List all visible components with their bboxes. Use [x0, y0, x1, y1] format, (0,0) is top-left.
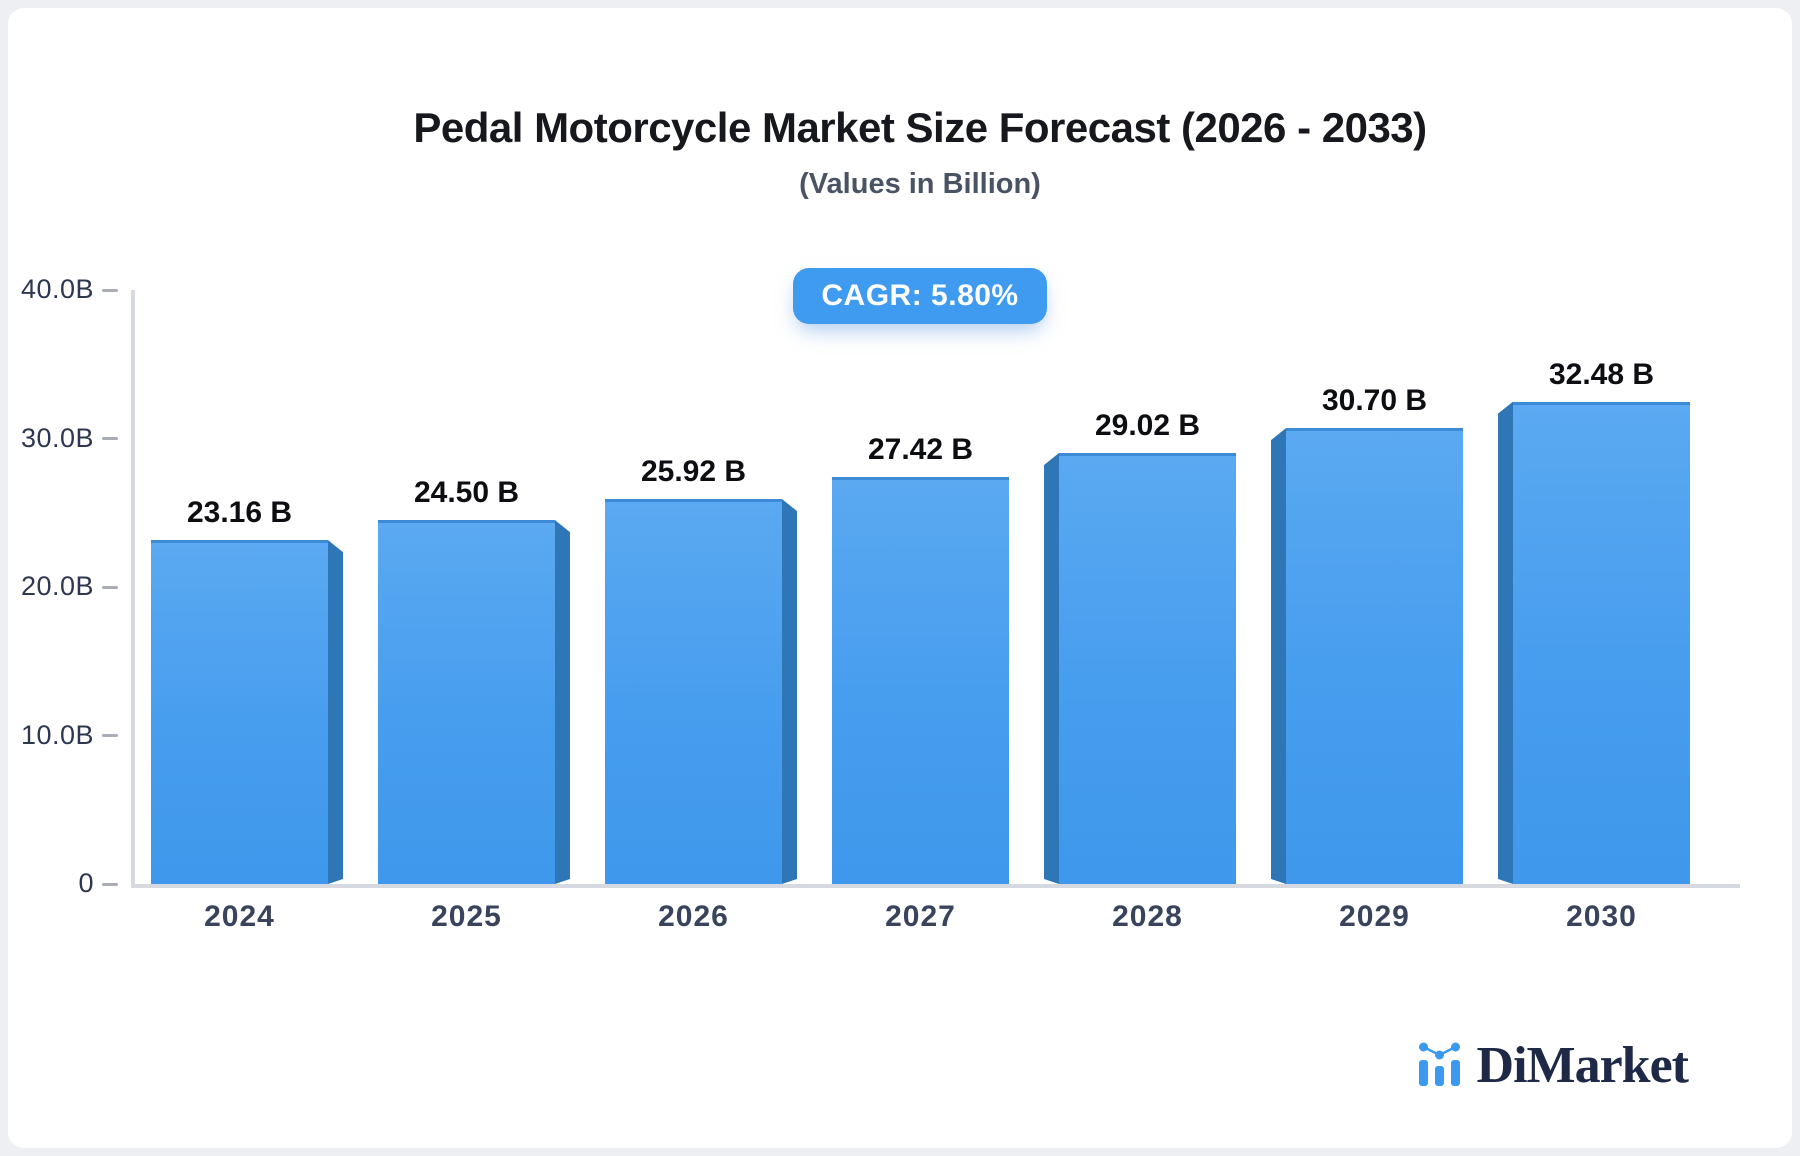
bar-chart-sparkline-icon [1418, 1042, 1460, 1086]
y-axis-tick [102, 882, 118, 886]
y-axis-tick [102, 734, 118, 737]
bar-face [1059, 453, 1236, 884]
y-axis-tick-label: 20.0B [20, 571, 94, 601]
bar-face [1286, 428, 1463, 884]
bar-2030[interactable]: 32.48 B [1513, 358, 1690, 884]
bar-value-label: 30.70 B [1321, 384, 1428, 418]
x-axis-label-2030: 2030 [1566, 900, 1637, 933]
y-axis-tick-label: 30.0B [20, 422, 94, 453]
x-axis-label-2027: 2027 [885, 900, 956, 933]
bar-value-label: 32.48 B [1548, 357, 1655, 391]
bar-side-3d [555, 520, 570, 884]
y-axis-line [131, 290, 135, 888]
x-axis-label-2024: 2024 [204, 900, 275, 933]
bar-2024[interactable]: 23.16 B [151, 496, 328, 884]
x-axis-label-2026: 2026 [658, 900, 729, 933]
y-axis-tick [102, 437, 118, 440]
x-axis-line [131, 884, 1740, 888]
bar-value-label: 24.50 B [413, 476, 520, 510]
bar-value-label: 29.02 B [1094, 409, 1201, 443]
bar-value-label: 25.92 B [640, 455, 747, 489]
bar-side-3d [782, 499, 797, 884]
bar-2025[interactable]: 24.50 B [378, 476, 555, 884]
x-axis-label-2025: 2025 [431, 900, 502, 933]
bar-side-3d [1271, 428, 1286, 884]
y-axis-tick-label: 40.0B [20, 274, 94, 304]
bar-2026[interactable]: 25.92 B [605, 455, 782, 884]
bar-side-3d [1498, 402, 1513, 884]
bar-value-label: 27.42 B [867, 432, 974, 466]
y-axis-tick [102, 585, 118, 589]
dimarket-logo[interactable]: DiMarket [1415, 1037, 1689, 1094]
bar-face [1513, 401, 1690, 884]
bar-2029[interactable]: 30.70 B [1286, 384, 1463, 884]
bar-2028[interactable]: 29.02 B [1059, 409, 1236, 884]
bar-side-3d [328, 540, 343, 884]
chart-title: Pedal Motorcycle Market Size Forecast (2… [413, 104, 1427, 151]
bar-side-3d [1044, 453, 1059, 884]
bar-2027[interactable]: 27.42 B [832, 433, 1009, 884]
bar-face [832, 476, 1009, 884]
cagr-badge: CAGR: 5.80% [793, 268, 1047, 324]
x-axis-label-2029: 2029 [1339, 900, 1410, 933]
y-axis-tick-label: 10.0B [20, 719, 94, 750]
logo-text: DiMarket [1476, 1037, 1689, 1094]
y-axis-tick [102, 288, 118, 292]
x-axis-label-2028: 2028 [1112, 900, 1183, 933]
chart-subtitle: (Values in Billion) [799, 168, 1041, 200]
bar-value-label: 23.16 B [186, 496, 293, 530]
bar-face [151, 540, 328, 884]
y-axis-tick-label: 0 [78, 868, 94, 898]
bar-face [378, 520, 555, 884]
cagr-badge-row: CAGR: 5.80% [50, 268, 1790, 324]
bar-face [605, 499, 782, 884]
